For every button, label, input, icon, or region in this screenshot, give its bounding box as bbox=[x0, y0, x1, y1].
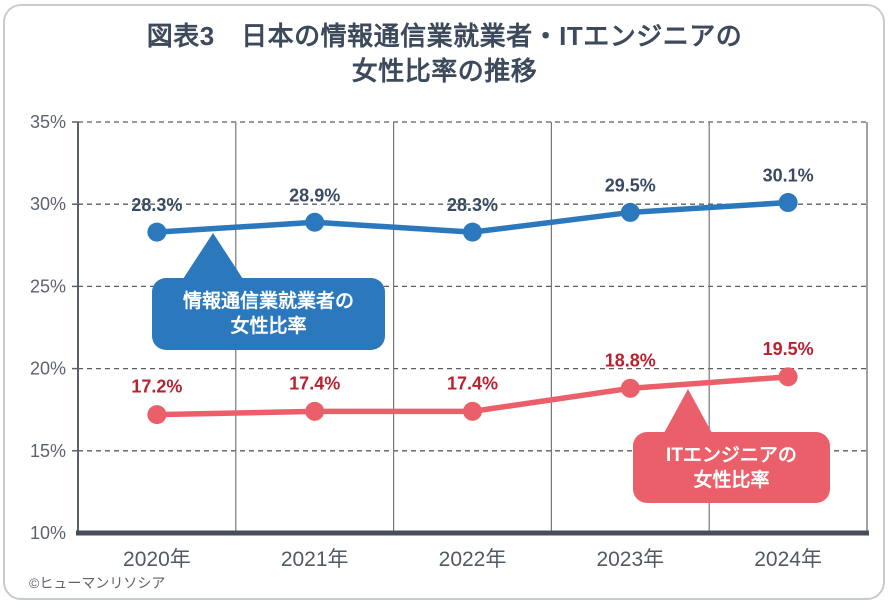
data-point-marker bbox=[620, 378, 640, 398]
data-label: 28.3% bbox=[447, 195, 498, 215]
x-tick-label: 2022年 bbox=[439, 548, 507, 571]
legend-callout-ict-workers: 情報通信業就業者の 女性比率 bbox=[152, 233, 385, 350]
copyright-text: ©ヒューマンリソシア bbox=[29, 575, 166, 591]
data-point-marker bbox=[147, 405, 167, 425]
data-label: 18.8% bbox=[605, 350, 656, 370]
data-label: 29.5% bbox=[605, 175, 656, 195]
data-point-marker bbox=[305, 401, 325, 421]
x-tick-label: 2023年 bbox=[596, 548, 664, 571]
x-tick-label: 2020年 bbox=[123, 548, 191, 571]
callout-pointer-icon bbox=[183, 233, 243, 279]
legend-label-line2: 女性比率 bbox=[693, 470, 770, 491]
legend-label-line1: 情報通信業就業者の bbox=[182, 291, 354, 312]
callout-pointer-icon bbox=[664, 389, 712, 433]
data-label: 30.1% bbox=[763, 166, 814, 186]
legend-label-line2: 女性比率 bbox=[230, 316, 307, 337]
y-tick-label: 15% bbox=[30, 441, 66, 461]
chart-title-line2: 女性比率の推移 bbox=[351, 56, 538, 86]
legend-label-line1: ITエンジニアの bbox=[666, 445, 797, 466]
data-label: 28.3% bbox=[131, 195, 182, 215]
y-tick-label: 30% bbox=[30, 194, 66, 214]
data-label: 28.9% bbox=[289, 185, 340, 205]
data-point-marker bbox=[147, 222, 167, 242]
x-tick-label: 2021年 bbox=[281, 548, 349, 571]
data-label: 17.2% bbox=[131, 377, 182, 397]
data-point-marker bbox=[778, 193, 798, 213]
chart-title-line1: 図表3 日本の情報通信業就業者・ITエンジニアの bbox=[146, 21, 743, 51]
chart-title: 図表3 日本の情報通信業就業者・ITエンジニアの 女性比率の推移 bbox=[0, 19, 889, 89]
y-tick-label: 20% bbox=[30, 359, 66, 379]
x-axis bbox=[76, 530, 869, 536]
y-tick-label: 10% bbox=[30, 523, 66, 543]
y-tick-label: 35% bbox=[30, 112, 66, 132]
data-point-marker bbox=[778, 367, 798, 387]
data-label: 19.5% bbox=[763, 339, 814, 359]
y-tick-label: 25% bbox=[30, 276, 66, 296]
data-label: 17.4% bbox=[289, 373, 340, 393]
legend-callout-it-engineers: ITエンジニアの 女性比率 bbox=[633, 389, 830, 503]
data-label: 17.4% bbox=[447, 373, 498, 393]
data-point-marker bbox=[463, 222, 482, 242]
data-point-marker bbox=[620, 202, 640, 222]
data-point-marker bbox=[305, 212, 325, 232]
x-tick-label: 2024年 bbox=[754, 548, 822, 571]
data-point-marker bbox=[463, 401, 482, 421]
